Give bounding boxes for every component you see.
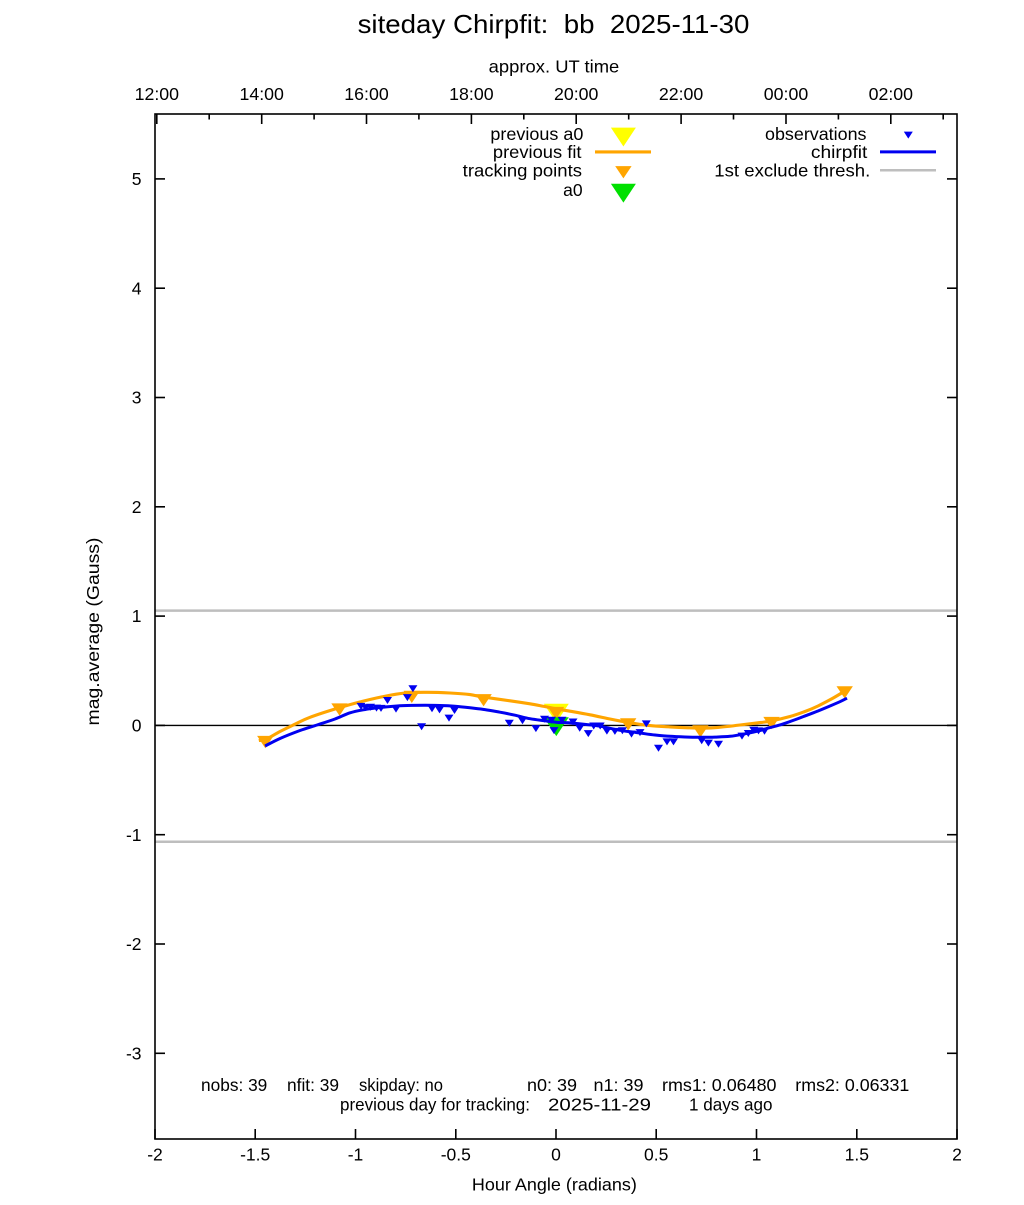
svg-text:14:00: 14:00 [240, 84, 285, 104]
svg-text:rms2: 0.06331: rms2: 0.06331 [795, 1075, 909, 1095]
svg-text:-1: -1 [126, 825, 142, 845]
svg-text:siteday Chirpfit: bb 2025-11: siteday Chirpfit: bb 2025-11-30 [358, 9, 750, 39]
svg-text:2025-11-29: 2025-11-29 [548, 1095, 651, 1115]
svg-text:-3: -3 [126, 1043, 142, 1063]
svg-text:5: 5 [132, 169, 142, 189]
svg-text:mag.average (Gauss): mag.average (Gauss) [83, 538, 103, 726]
svg-text:2: 2 [952, 1145, 962, 1165]
svg-text:-1.5: -1.5 [240, 1145, 270, 1165]
svg-text:skipday: no: skipday: no [359, 1075, 443, 1095]
svg-text:observations: observations [765, 124, 867, 144]
svg-text:22:00: 22:00 [659, 84, 704, 104]
svg-text:-2: -2 [126, 934, 142, 954]
svg-text:nobs: 39: nobs: 39 [201, 1075, 267, 1095]
svg-text:nfit: 39: nfit: 39 [287, 1075, 339, 1095]
svg-text:1.5: 1.5 [845, 1145, 869, 1165]
svg-text:previous day for tracking:: previous day for tracking: [340, 1095, 530, 1115]
svg-text:4: 4 [132, 278, 142, 298]
svg-text:-1: -1 [348, 1145, 364, 1165]
svg-text:02:00: 02:00 [869, 84, 914, 104]
svg-text:20:00: 20:00 [554, 84, 599, 104]
svg-text:0.5: 0.5 [644, 1145, 668, 1165]
svg-text:0: 0 [132, 716, 142, 736]
svg-text:3: 3 [132, 388, 142, 408]
svg-text:approx. UT time: approx. UT time [489, 56, 620, 76]
svg-text:-0.5: -0.5 [441, 1145, 471, 1165]
svg-text:previous fit: previous fit [493, 142, 582, 162]
svg-text:previous a0: previous a0 [490, 124, 583, 144]
svg-text:0: 0 [551, 1145, 561, 1165]
svg-text:n0: 39: n0: 39 [527, 1075, 577, 1095]
svg-text:1st exclude thresh.: 1st exclude thresh. [714, 160, 870, 180]
svg-text:16:00: 16:00 [344, 84, 389, 104]
svg-text:rms1: 0.06480: rms1: 0.06480 [662, 1075, 777, 1095]
svg-text:a0: a0 [563, 180, 583, 200]
svg-text:tracking points: tracking points [463, 160, 583, 180]
svg-text:2: 2 [132, 497, 142, 517]
svg-text:n1: 39: n1: 39 [594, 1075, 644, 1095]
svg-text:1: 1 [132, 606, 142, 626]
svg-text:1: 1 [752, 1145, 762, 1165]
svg-text:1 days ago: 1 days ago [689, 1095, 773, 1115]
svg-text:chirpfit: chirpfit [811, 142, 868, 162]
svg-text:-2: -2 [147, 1145, 163, 1165]
svg-text:12:00: 12:00 [135, 84, 180, 104]
svg-text:18:00: 18:00 [449, 84, 494, 104]
svg-text:Hour Angle (radians): Hour Angle (radians) [472, 1175, 637, 1195]
svg-text:00:00: 00:00 [764, 84, 809, 104]
